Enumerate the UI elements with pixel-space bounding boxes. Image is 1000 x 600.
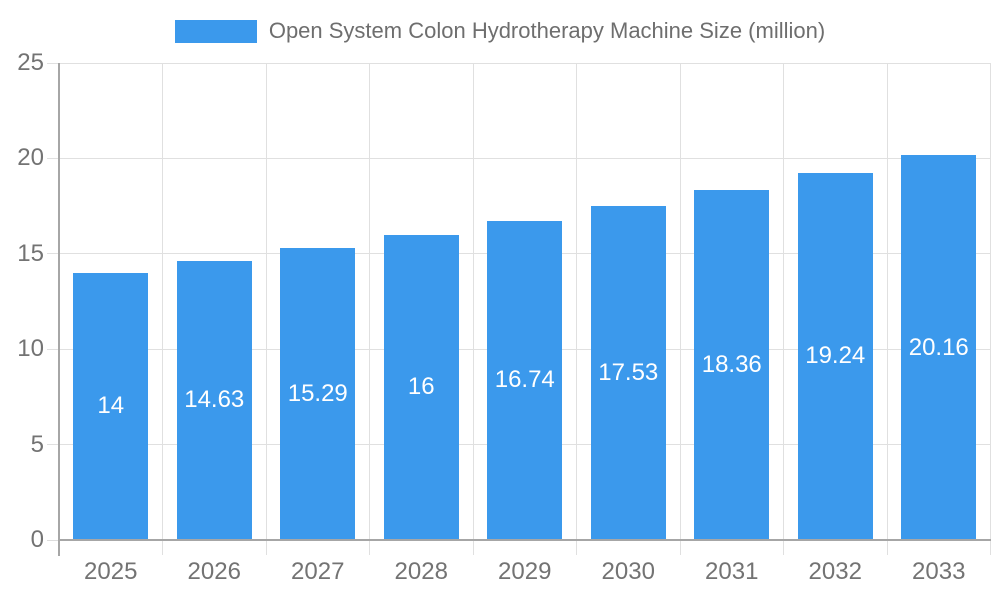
x-tick-label: 2032: [808, 558, 862, 585]
x-tick-label: 2033: [912, 558, 966, 585]
bar-value-label: 15.29: [287, 380, 348, 408]
x-gridline: [886, 63, 888, 555]
x-gridline: [990, 63, 991, 555]
bar-value-label: 20.16: [908, 333, 969, 361]
bar-2030[interactable]: [590, 205, 666, 540]
x-tick-label: 2025: [84, 558, 138, 585]
legend-label: Open System Colon Hydrotherapy Machine S…: [268, 18, 826, 43]
bar-value-label: 18.36: [701, 350, 762, 378]
bar-value-label: 19.24: [805, 342, 866, 370]
y-gridline: [47, 157, 991, 159]
bar-value-label: 16.74: [494, 366, 555, 394]
y-tick-label: 10: [17, 335, 44, 363]
legend-swatch-icon: [174, 19, 257, 43]
x-tick-label: 2031: [705, 558, 759, 585]
bar-2028[interactable]: [383, 234, 459, 540]
x-gridline: [783, 63, 784, 555]
x-axis-line: [58, 539, 991, 541]
x-gridline: [472, 63, 474, 555]
bar-2026[interactable]: [176, 260, 252, 540]
bar-2033[interactable]: [901, 155, 977, 540]
x-tick-label: 2029: [498, 558, 552, 585]
y-tick-label: 25: [17, 49, 44, 76]
bar-2025[interactable]: [73, 272, 149, 540]
x-gridline: [265, 63, 267, 555]
x-gridline: [369, 63, 370, 555]
bar-2032[interactable]: [797, 172, 873, 540]
y-tick-label: 0: [30, 526, 44, 553]
y-gridline: [47, 62, 991, 64]
x-gridline: [162, 63, 163, 555]
chart-legend[interactable]: Open System Colon Hydrotherapy Machine S…: [0, 10, 1000, 52]
y-tick-mark: [47, 539, 59, 541]
x-gridline: [679, 63, 681, 555]
y-axis-line: [58, 63, 60, 556]
y-tick-label: 20: [17, 144, 44, 172]
bar-value-label: 14: [97, 392, 125, 420]
bar-value-label: 16: [407, 373, 435, 401]
bar-value-label: 14.63: [184, 386, 245, 414]
x-tick-label: 2030: [601, 558, 655, 585]
bar-2031[interactable]: [694, 189, 770, 540]
bar-2029[interactable]: [487, 220, 563, 540]
bar-value-label: 17.53: [598, 358, 659, 386]
x-tick-label: 2028: [394, 558, 448, 585]
x-gridline: [576, 63, 577, 555]
x-tick-label: 2026: [187, 558, 241, 585]
x-tick-label: 2027: [291, 558, 345, 585]
y-tick-label: 15: [17, 239, 44, 267]
bar-2027[interactable]: [280, 248, 356, 540]
y-tick-label: 5: [30, 430, 44, 458]
